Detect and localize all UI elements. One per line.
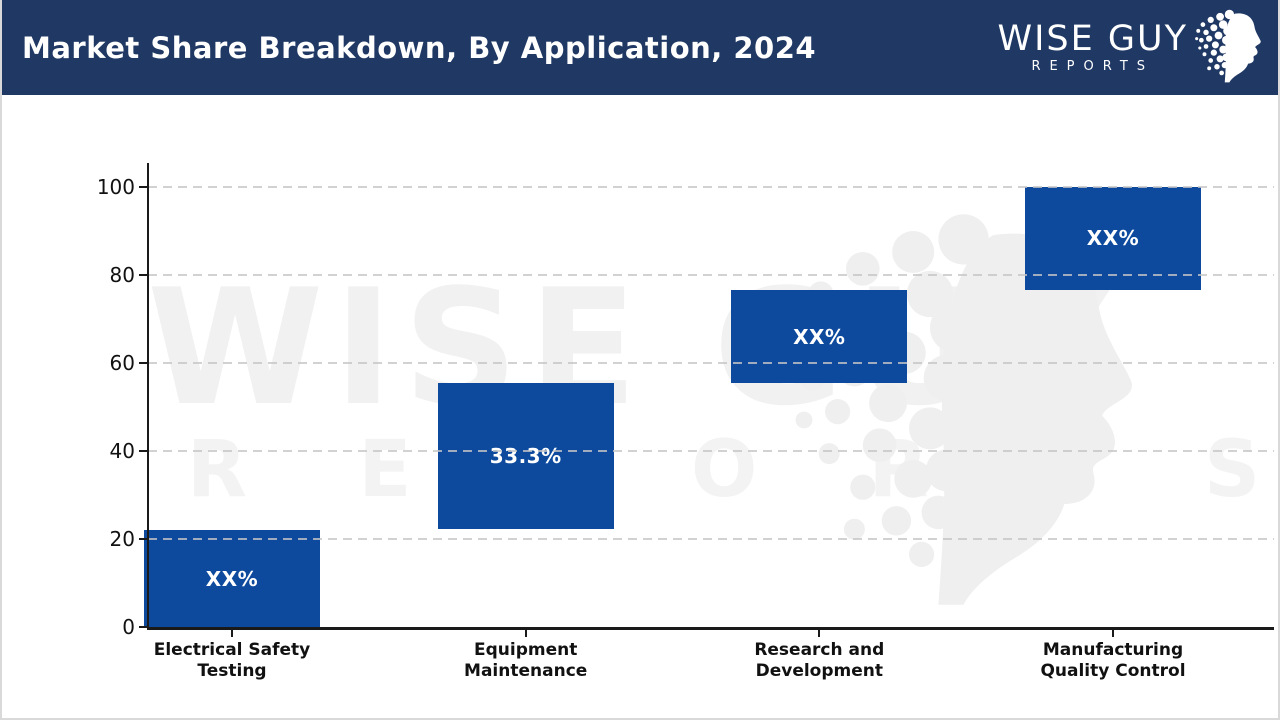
y-tick	[139, 538, 148, 540]
wiseguy-logo: WISE GUY REPORTS	[997, 0, 1270, 95]
gridline	[148, 538, 1274, 540]
gridline	[148, 274, 1274, 276]
bar-segment: XX%	[144, 530, 320, 627]
y-tick	[139, 362, 148, 364]
category-label: Electrical Safety Testing	[153, 640, 311, 681]
bar-value-label: 33.3%	[489, 444, 562, 469]
wiseguy-logo-text: WISE GUY REPORTS	[997, 21, 1188, 74]
y-tick-label: 0	[122, 615, 135, 639]
category-label: Equipment Maintenance	[464, 640, 588, 681]
y-tick	[139, 186, 148, 188]
bar-segment: 33.3%	[437, 382, 614, 530]
y-tick-label: 100	[96, 175, 135, 199]
bar-value-label: XX%	[793, 324, 846, 349]
x-tick	[524, 629, 527, 637]
bar-segment: XX%	[731, 290, 908, 384]
wiseguy-face-icon	[1195, 9, 1261, 82]
y-tick-label: 60	[109, 351, 135, 375]
y-axis-line	[147, 163, 149, 629]
header-bar: Market Share Breakdown, By Application, …	[2, 0, 1278, 95]
x-tick	[1112, 629, 1114, 637]
logo-wordmark: WISE GUY	[997, 19, 1188, 59]
gridline	[148, 450, 1274, 452]
category-label: Manufacturing Quality Control	[1040, 640, 1186, 681]
y-tick	[139, 450, 148, 452]
y-tick-label: 80	[109, 263, 135, 287]
y-tick	[139, 274, 148, 276]
y-tick-label: 40	[109, 439, 135, 463]
page-title: Market Share Breakdown, By Application, …	[22, 30, 817, 65]
gridline	[148, 186, 1274, 188]
bar-segment: XX%	[1025, 187, 1201, 290]
category-label: Research and Development	[754, 640, 885, 681]
bar-value-label: XX%	[205, 566, 259, 591]
y-tick	[139, 626, 148, 628]
y-tick-label: 20	[109, 527, 135, 551]
bar-value-label: XX%	[1086, 226, 1140, 251]
x-tick	[231, 629, 233, 637]
x-axis-line	[147, 627, 1274, 630]
logo-reports-text: REPORTS	[1031, 59, 1155, 74]
gridline	[148, 362, 1274, 364]
x-tick	[818, 629, 821, 637]
